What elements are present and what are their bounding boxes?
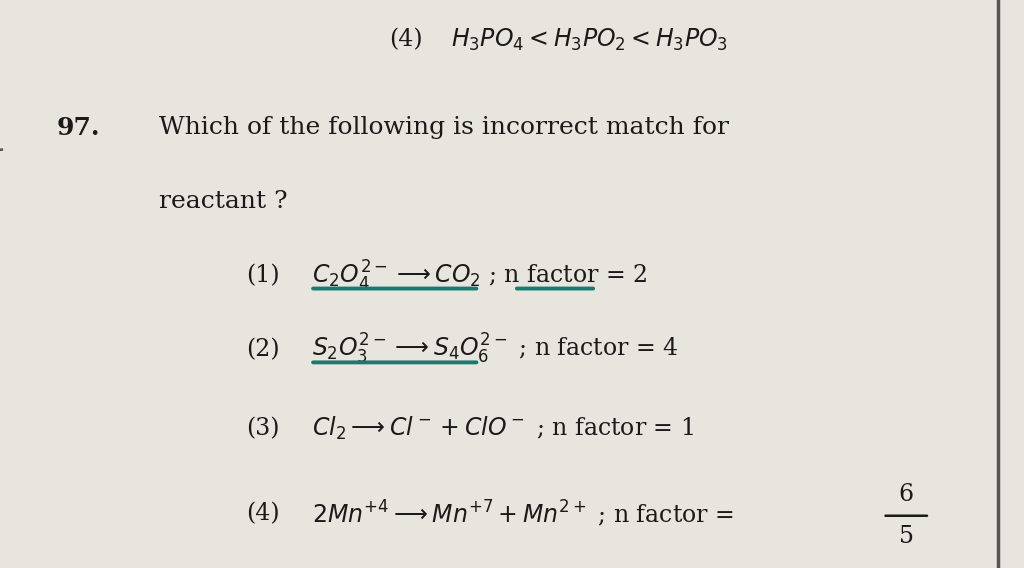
Text: (3): (3) — [246, 417, 280, 440]
Text: Which of the following is incorrect match for: Which of the following is incorrect matc… — [159, 116, 729, 139]
Text: $C_2O_4^{2-}\longrightarrow CO_2$ ; n factor = 2: $C_2O_4^{2-}\longrightarrow CO_2$ ; n fa… — [312, 258, 647, 293]
Text: (4): (4) — [389, 28, 423, 51]
Text: (2): (2) — [246, 338, 280, 361]
Text: $2Mn^{+4}\longrightarrow Mn^{+7} + Mn^{2+}$ ; n factor =: $2Mn^{+4}\longrightarrow Mn^{+7} + Mn^{2… — [312, 499, 734, 529]
Text: $H_3PO_4 < H_3PO_2 < H_3PO_3$: $H_3PO_4 < H_3PO_2 < H_3PO_3$ — [451, 27, 728, 53]
Text: $S_2O_3^{2-}\longrightarrow S_4O_6^{2-}$ ; n factor = 4: $S_2O_3^{2-}\longrightarrow S_4O_6^{2-}$… — [312, 332, 679, 366]
Text: (4): (4) — [246, 503, 280, 525]
Text: 6: 6 — [899, 483, 913, 506]
Text: reactant ?: reactant ? — [159, 190, 288, 213]
Text: 97.: 97. — [56, 116, 99, 140]
Text: (1): (1) — [246, 264, 280, 287]
Text: 5: 5 — [899, 525, 913, 548]
Text: $Cl_2\longrightarrow Cl^- + ClO^-$ ; n factor = 1: $Cl_2\longrightarrow Cl^- + ClO^-$ ; n f… — [312, 415, 694, 442]
